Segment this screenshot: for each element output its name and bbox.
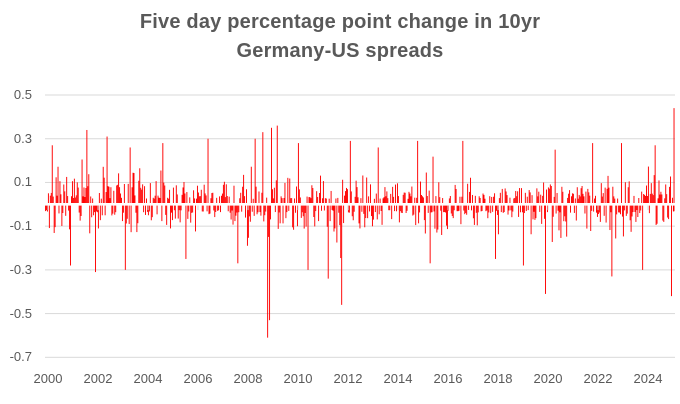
chart-title-line-1: Five day percentage point change in 10yr [139,11,541,33]
x-tick-label: 2022 [583,371,613,386]
x-tick-label: 2000 [33,371,63,386]
x-tick-label: 2008 [233,371,263,386]
y-tick-label: 0.1 [13,174,32,190]
chart-title-line-2: Germany-US spreads [236,40,444,62]
chart-title: Five day percentage point change in 10yr… [0,8,680,66]
x-tick-label: 2018 [483,371,513,386]
x-tick-label: 2014 [383,371,413,386]
x-tick-label: 2006 [183,371,213,386]
y-tick-label: 0.3 [13,130,32,146]
x-tick-label: 2002 [83,371,113,386]
y-tick-label: -0.5 [9,305,32,321]
x-tick-label: 2010 [283,371,313,386]
x-tick-label: 2020 [533,371,563,386]
y-tick-label: -0.7 [9,349,32,365]
x-tick-label: 2024 [633,371,663,386]
x-tick-label: 2012 [333,371,363,386]
y-tick-label: -0.1 [9,218,32,234]
x-tick-label: 2004 [133,371,163,386]
y-tick-label: 0.5 [13,87,32,102]
x-tick-label: 2016 [433,371,463,386]
y-tick-label: -0.3 [9,261,32,277]
